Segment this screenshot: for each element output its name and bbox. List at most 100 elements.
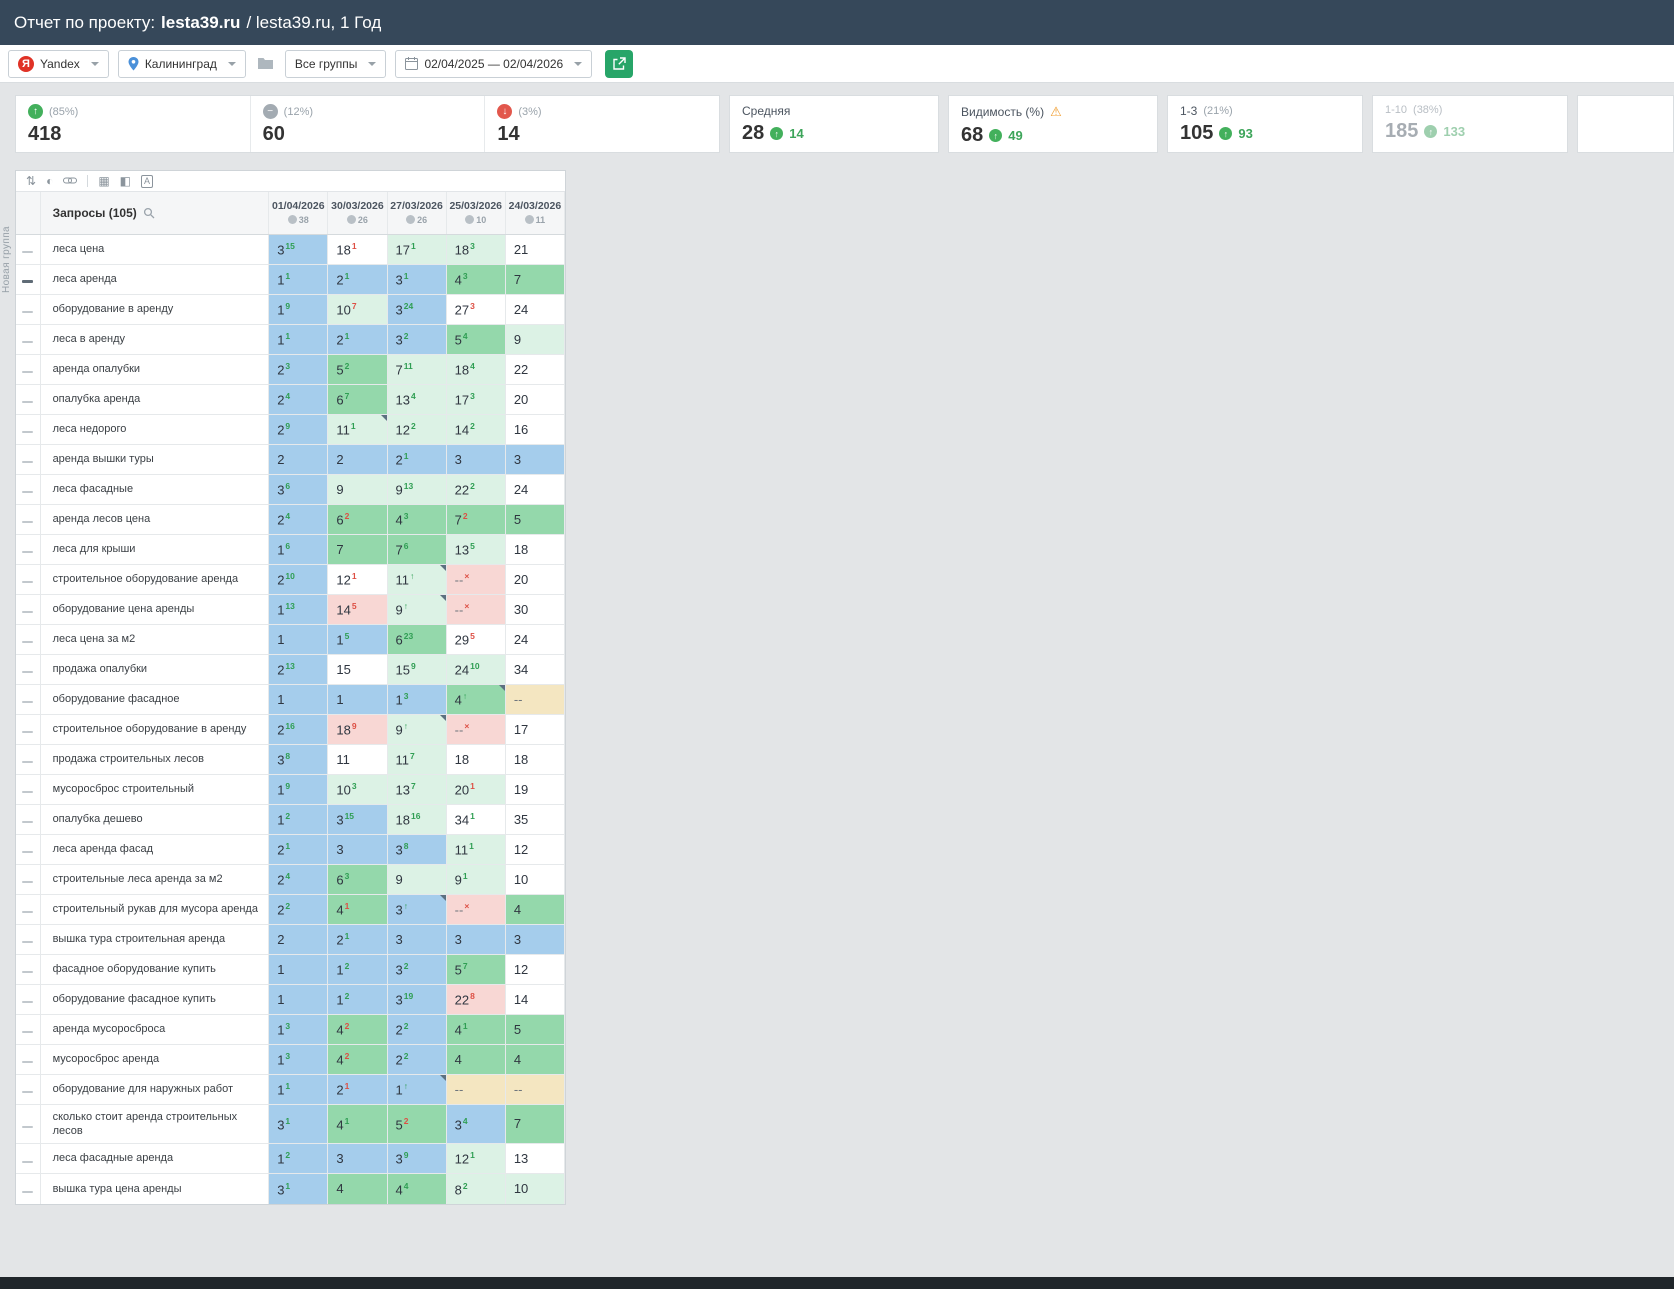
keyword-cell[interactable]: мусоросброс аренда [40, 1043, 270, 1074]
keyword-cell[interactable]: строительные леса аренда за м2 [40, 863, 270, 894]
keyword-cell[interactable]: аренда лесов цена [40, 503, 270, 534]
position-cell[interactable]: 24 [268, 503, 329, 534]
position-cell[interactable]: 21 [327, 323, 388, 354]
position-cell[interactable]: 23 [268, 353, 329, 384]
keyword-cell[interactable]: продажа строительных лесов [40, 743, 270, 774]
position-cell[interactable]: 20 [505, 563, 566, 594]
position-cell[interactable]: 913 [387, 473, 447, 504]
row-drag-handle[interactable] [16, 323, 41, 354]
row-drag-handle[interactable] [16, 563, 41, 594]
date-column-header[interactable]: 24/03/2026 11 [505, 192, 566, 235]
position-cell[interactable]: 201 [446, 773, 506, 804]
position-cell[interactable]: 24 [505, 623, 566, 654]
row-drag-handle[interactable] [16, 1173, 41, 1204]
position-cell[interactable]: 67 [327, 383, 388, 414]
position-cell[interactable]: 2410 [446, 653, 506, 684]
keyword-cell[interactable]: сколько стоит аренда строительных лесов [40, 1103, 270, 1144]
position-cell[interactable]: 216 [268, 713, 329, 744]
position-cell[interactable]: 22 [387, 1013, 447, 1044]
position-cell[interactable]: 16 [268, 533, 329, 564]
stat-down[interactable]: ↓ (3%) 14 [485, 96, 719, 152]
position-cell[interactable]: 4 [446, 1043, 506, 1074]
position-cell[interactable]: 113 [268, 593, 329, 624]
link-icon[interactable] [63, 175, 78, 187]
position-cell[interactable]: 21 [268, 833, 329, 864]
position-cell[interactable]: 137 [387, 773, 447, 804]
row-drag-handle[interactable] [16, 863, 41, 894]
position-cell[interactable]: 3 [505, 443, 566, 474]
row-drag-handle[interactable] [16, 1073, 41, 1104]
position-cell[interactable]: 38 [268, 743, 329, 774]
position-cell[interactable]: 13 [268, 1043, 329, 1074]
row-drag-handle[interactable] [16, 503, 41, 534]
position-cell[interactable]: 72 [446, 503, 506, 534]
grid-icon[interactable]: ▦ [98, 174, 110, 188]
position-cell[interactable]: 18 [505, 743, 566, 774]
position-cell[interactable]: 4↑ [446, 683, 506, 714]
row-drag-handle[interactable] [16, 743, 41, 774]
position-cell[interactable]: 184 [446, 353, 506, 384]
position-cell[interactable]: 91 [446, 863, 506, 894]
position-cell[interactable]: 273 [446, 293, 506, 324]
position-cell[interactable]: 43 [387, 503, 447, 534]
position-cell[interactable]: 15 [327, 653, 388, 684]
keyword-cell[interactable]: леса цена [40, 233, 270, 264]
position-cell[interactable]: 63 [327, 863, 388, 894]
position-cell[interactable]: 24 [268, 383, 329, 414]
row-drag-handle[interactable] [16, 923, 41, 954]
position-cell[interactable]: -- [446, 1073, 506, 1104]
position-cell[interactable]: 103 [327, 773, 388, 804]
position-cell[interactable]: 121 [327, 563, 388, 594]
keyword-cell[interactable]: опалубка аренда [40, 383, 270, 414]
position-cell[interactable]: 41 [446, 1013, 506, 1044]
position-cell[interactable]: 121 [446, 1143, 506, 1174]
position-cell[interactable]: 145 [327, 593, 388, 624]
position-cell[interactable]: 1 [268, 623, 329, 654]
keyword-cell[interactable]: аренда мусоросброса [40, 1013, 270, 1044]
invert-icon[interactable]: ◧ [119, 174, 131, 188]
position-cell[interactable]: -- [505, 1073, 566, 1104]
position-cell[interactable]: 15 [327, 623, 388, 654]
folder-button[interactable] [255, 57, 276, 70]
top3-card[interactable]: 1-3 (21%) 105 ↑ 93 [1167, 95, 1363, 153]
position-cell[interactable]: 16 [505, 413, 566, 444]
position-cell[interactable]: 159 [387, 653, 447, 684]
groups-select[interactable]: Все группы [284, 49, 387, 78]
position-cell[interactable]: 189 [327, 713, 388, 744]
position-cell[interactable]: 107 [327, 293, 388, 324]
position-cell[interactable]: 13 [505, 1143, 566, 1174]
position-cell[interactable]: 9 [387, 863, 447, 894]
keyword-cell[interactable]: леса цена за м2 [40, 623, 270, 654]
position-cell[interactable]: 183 [446, 233, 506, 264]
position-cell[interactable]: 324 [387, 293, 447, 324]
position-cell[interactable]: 41 [327, 893, 388, 924]
position-cell[interactable]: 18 [505, 533, 566, 564]
keyword-cell[interactable]: оборудование фасадное [40, 683, 270, 714]
position-cell[interactable]: 9↑ [387, 593, 447, 624]
row-drag-handle[interactable] [16, 623, 41, 654]
row-drag-handle[interactable] [16, 353, 41, 384]
position-cell[interactable]: 2 [268, 443, 329, 474]
keyword-cell[interactable]: продажа опалубки [40, 653, 270, 684]
position-cell[interactable]: 35 [505, 803, 566, 834]
search-engine-select[interactable]: Я Yandex [8, 49, 109, 78]
position-cell[interactable]: 3 [327, 1143, 388, 1174]
position-cell[interactable]: 5 [505, 503, 566, 534]
position-cell[interactable]: 31 [387, 263, 447, 294]
position-cell[interactable]: 623 [387, 623, 447, 654]
keyword-cell[interactable]: леса в аренду [40, 323, 270, 354]
row-drag-handle[interactable] [16, 1013, 41, 1044]
position-cell[interactable]: 36 [268, 473, 329, 504]
row-drag-handle[interactable] [16, 893, 41, 924]
position-cell[interactable]: 13 [387, 683, 447, 714]
position-cell[interactable]: 228 [446, 983, 506, 1014]
row-drag-handle[interactable] [16, 773, 41, 804]
position-cell[interactable]: 10 [505, 863, 566, 894]
position-cell[interactable]: 30 [505, 593, 566, 624]
position-cell[interactable]: 4 [327, 1173, 388, 1204]
position-cell[interactable]: 173 [446, 383, 506, 414]
position-cell[interactable]: 1 [268, 953, 329, 984]
stat-up[interactable]: ↑ (85%) 418 [16, 96, 251, 152]
position-cell[interactable]: --× [446, 893, 506, 924]
position-cell[interactable]: 22 [505, 353, 566, 384]
